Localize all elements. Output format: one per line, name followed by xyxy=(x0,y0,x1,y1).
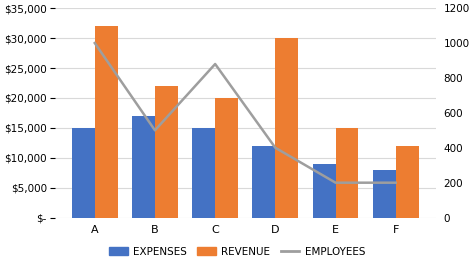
Bar xyxy=(72,128,95,218)
Bar xyxy=(275,38,298,218)
Bar xyxy=(155,86,178,218)
Bar xyxy=(336,128,358,218)
Bar xyxy=(313,164,336,218)
EMPLOYEES xyxy=(273,146,278,149)
Legend: EXPENSES, REVENUE, EMPLOYEES: EXPENSES, REVENUE, EMPLOYEES xyxy=(105,242,369,261)
Bar xyxy=(253,146,275,218)
Bar xyxy=(192,128,215,218)
Bar xyxy=(396,146,419,218)
Bar xyxy=(215,98,238,218)
EMPLOYEES xyxy=(333,181,338,184)
Line: EMPLOYEES: EMPLOYEES xyxy=(95,43,396,183)
EMPLOYEES xyxy=(92,41,98,45)
Bar xyxy=(373,170,396,218)
EMPLOYEES xyxy=(212,63,218,66)
EMPLOYEES xyxy=(393,181,399,184)
EMPLOYEES xyxy=(152,129,158,132)
Bar xyxy=(95,26,118,218)
Bar xyxy=(132,116,155,218)
